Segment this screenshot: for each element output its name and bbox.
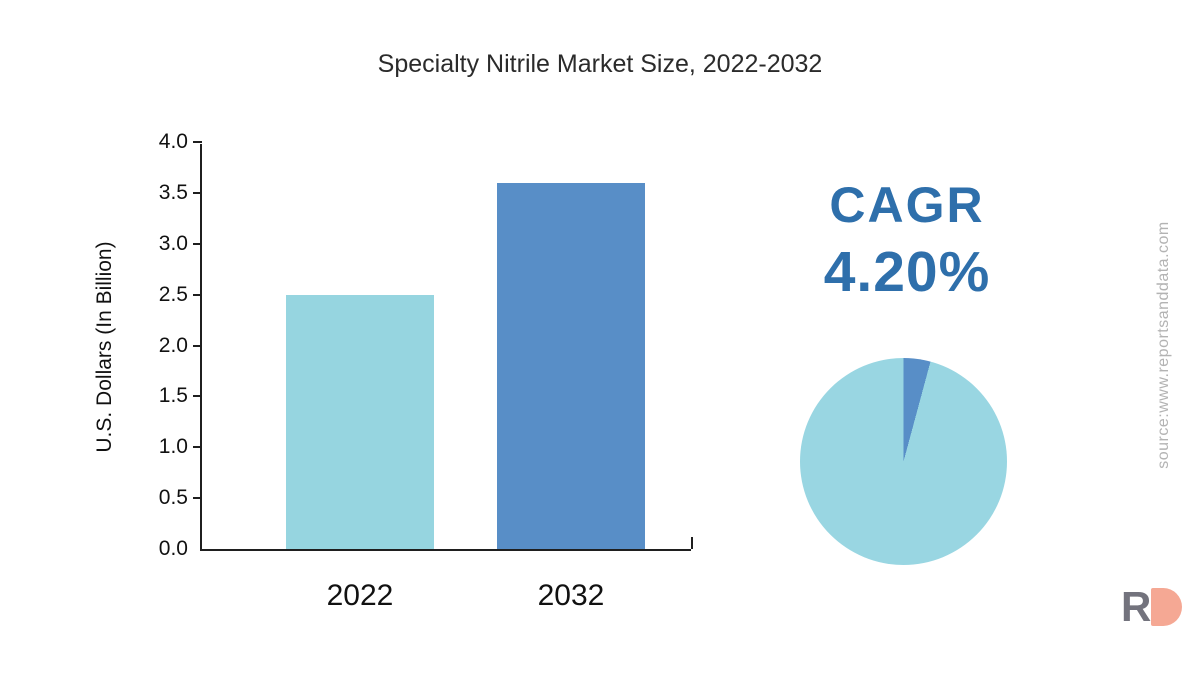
y-tick-mark (193, 293, 202, 296)
y-tick-mark (193, 344, 202, 347)
y-tick-label: 4.0 (158, 130, 188, 153)
chart-title: Specialty Nitrile Market Size, 2022-2032 (377, 50, 823, 78)
bar-2022 (286, 295, 434, 549)
cagr-label: CAGR (829, 177, 985, 233)
bar-chart-plot-area: 0.0 0.5 1.0 1.5 2.0 2.5 3.0 3.5 4.0 2022 2032 (159, 130, 693, 612)
y-tick-label: 1.5 (158, 384, 188, 408)
y-tick-mark (193, 395, 202, 398)
y-tick-mark (193, 191, 202, 194)
y-tick-label: 3.5 (158, 180, 188, 204)
cagr-block: CAGR 4.20% (793, 180, 1021, 301)
source-note: source:www.reportsanddata.com (1155, 221, 1172, 469)
y-tick-label: 3.0 (158, 231, 188, 255)
y-tick-label: 0.0 (158, 537, 188, 560)
bar-2032 (497, 183, 645, 549)
y-tick-mark (193, 497, 202, 500)
y-tick-mark (193, 242, 202, 245)
cagr-pie-chart (800, 358, 1007, 565)
logo-d-shape-icon (1151, 588, 1183, 626)
x-tick-label-2022: 2022 (326, 579, 394, 612)
y-tick-label: 0.5 (158, 486, 188, 510)
y-tick-label: 2.5 (158, 282, 188, 306)
y-tick-mark (193, 141, 202, 143)
y-tick-label: 1.0 (158, 435, 188, 459)
reportsanddata-logo: R (1121, 583, 1183, 630)
cagr-value: 4.20% (823, 240, 991, 304)
y-tick-label: 2.0 (158, 333, 188, 357)
x-axis-end-tick (691, 537, 693, 549)
logo-letter-r: R (1121, 583, 1151, 630)
y-axis-label: U.S. Dollars (In Billion) (93, 241, 116, 453)
y-tick-mark (193, 446, 202, 449)
x-tick-label-2032: 2032 (537, 579, 605, 612)
